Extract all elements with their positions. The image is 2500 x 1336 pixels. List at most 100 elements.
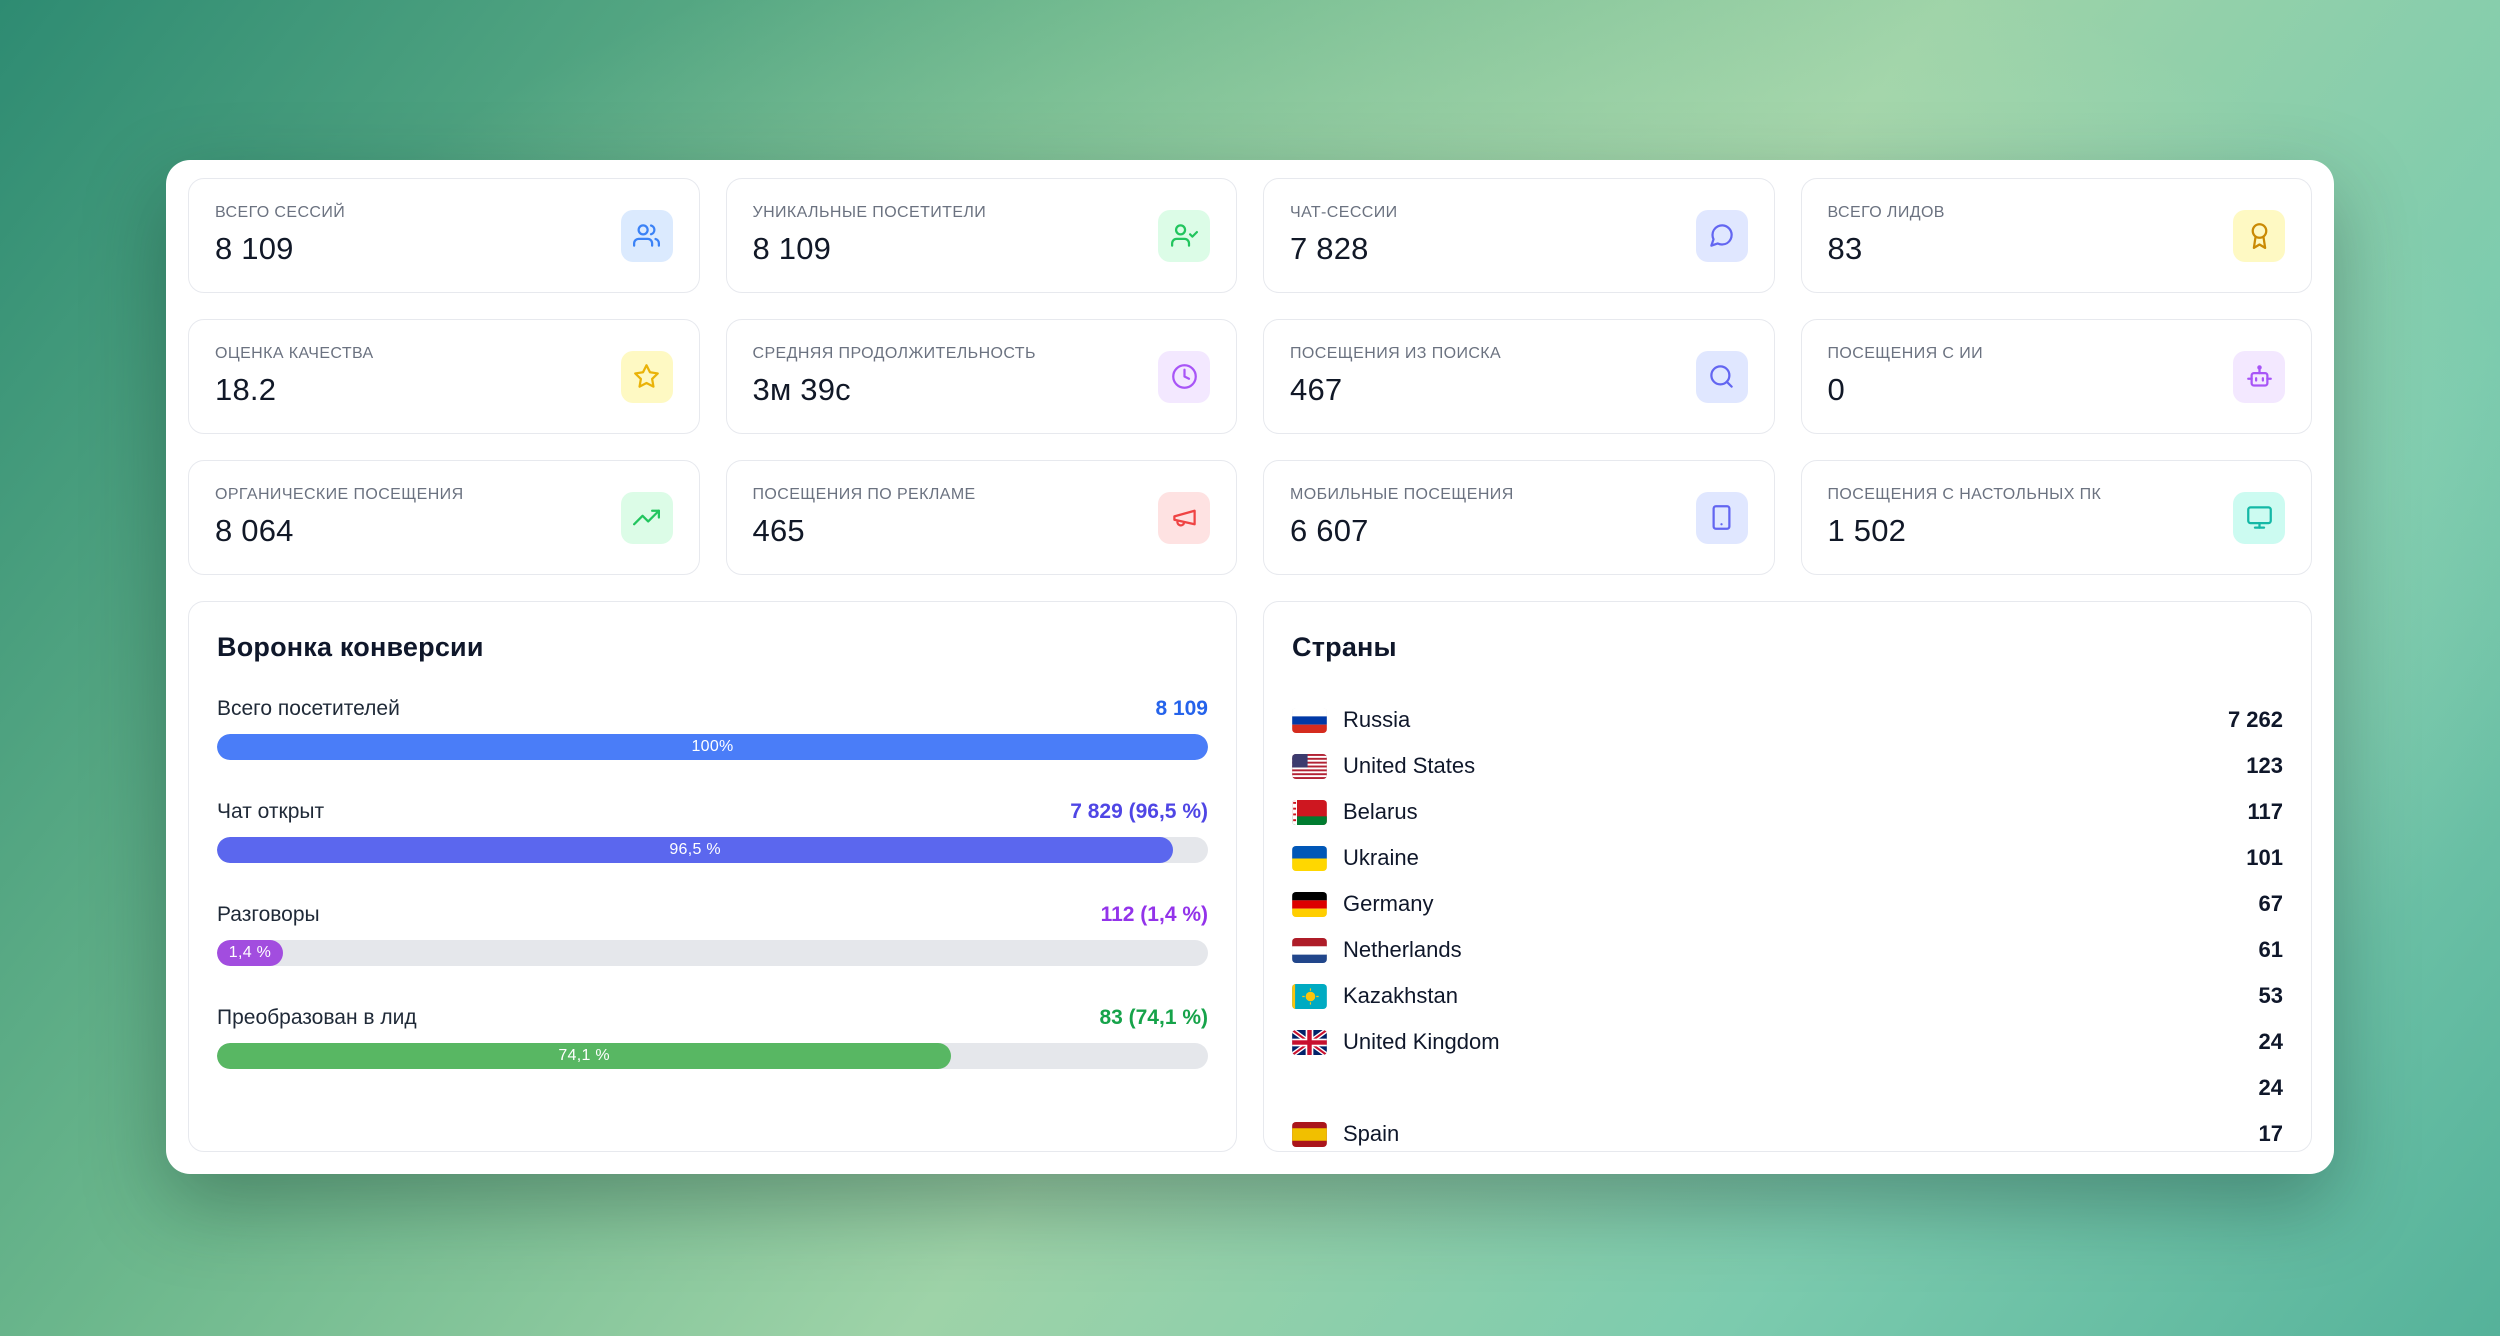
funnel-label: Преобразован в лид <box>217 1006 417 1029</box>
robot-icon <box>2233 350 2285 403</box>
funnel-label: Чат открыт <box>217 800 325 823</box>
stat-card-ad-visits: ПОСЕЩЕНИЯ ПО РЕКЛАМЕ 465 <box>725 460 1237 575</box>
russia-flag <box>1292 707 1327 733</box>
stat-card-quality-score: ОЦЕНКА КАЧЕСТВА 18.2 <box>188 319 700 434</box>
funnel-label: Разговоры <box>217 903 320 926</box>
stat-label: СРЕДНЯЯ ПРОДОЛЖИТЕЛЬНОСТЬ <box>752 345 1036 362</box>
stat-label: ЧАТ-СЕССИИ <box>1290 204 1398 221</box>
stat-label: ПОСЕЩЕНИЯ С НАСТОЛЬНЫХ ПК <box>1827 486 2102 503</box>
country-row: Russia 7 262 <box>1292 697 2283 743</box>
stat-card-unique-visitors: УНИКАЛЬНЫЕ ПОСЕТИТЕЛИ 8 109 <box>725 178 1237 293</box>
us-flag <box>1292 753 1327 779</box>
stat-value: 1 502 <box>1827 513 1907 548</box>
country-name: United States <box>1343 753 1476 778</box>
belarus-flag <box>1292 799 1327 825</box>
funnel-bar-track: 74,1 % <box>217 1043 1208 1069</box>
country-row: Spain 17 <box>1292 1111 2283 1157</box>
uk-flag <box>1292 1029 1327 1055</box>
bottom-section: Воронка конверсии Всего посетителей 8 10… <box>188 601 2312 1152</box>
country-value: 53 <box>2258 983 2283 1008</box>
countries-list: Russia 7 262 United States 123 Belarus 1… <box>1292 697 2283 1157</box>
stat-card-total-leads: ВСЕГО ЛИДОВ 83 <box>1800 178 2312 293</box>
stat-label: УНИКАЛЬНЫЕ ПОСЕТИТЕЛИ <box>752 204 987 221</box>
country-value: 67 <box>2258 891 2283 916</box>
country-value: 101 <box>2246 845 2283 870</box>
country-row: Germany 67 <box>1292 881 2283 927</box>
funnel-row-chat-opened: Чат открыт 7 829 (96,5 %) 96,5 % <box>217 800 1208 863</box>
smartphone-icon <box>1695 491 1748 544</box>
countries-title: Страны <box>1292 632 1397 662</box>
monitor-icon <box>2233 491 2285 544</box>
kazakhstan-flag <box>1292 983 1327 1009</box>
stat-value: 6 607 <box>1290 513 1369 548</box>
stat-value: 18.2 <box>215 372 277 407</box>
ukraine-flag <box>1292 845 1327 871</box>
funnel-value: 7 829 (96,5 %) <box>1070 800 1208 823</box>
funnel-label: Всего посетителей <box>217 697 400 720</box>
country-name: Netherlands <box>1343 937 1462 962</box>
country-row: 24 <box>1292 1065 2283 1111</box>
funnel-value: 83 (74,1 %) <box>1099 1006 1208 1029</box>
country-row: Ukraine 101 <box>1292 835 2283 881</box>
country-row: United Kingdom 24 <box>1292 1019 2283 1065</box>
stat-label: ОРГАНИЧЕСКИЕ ПОСЕЩЕНИЯ <box>215 486 464 503</box>
stat-card-mobile-visits: МОБИЛЬНЫЕ ПОСЕЩЕНИЯ 6 607 <box>1263 460 1775 575</box>
country-row: Belarus 117 <box>1292 789 2283 835</box>
funnel-value: 112 (1,4 %) <box>1100 903 1208 926</box>
user-check-icon <box>1158 209 1210 262</box>
dashboard-panel: ВСЕГО СЕССИЙ 8 109 УНИКАЛЬНЫЕ ПОСЕТИТЕЛИ… <box>166 160 2334 1174</box>
funnel-row-converted-to-lead: Преобразован в лид 83 (74,1 %) 74,1 % <box>217 1006 1208 1069</box>
country-value: 24 <box>2258 1075 2283 1100</box>
funnel-bar-track: 96,5 % <box>217 837 1208 863</box>
country-value: 123 <box>2246 753 2283 778</box>
country-value: 17 <box>2258 1121 2283 1146</box>
stat-value: 8 064 <box>215 513 294 548</box>
stat-card-avg-duration: СРЕДНЯЯ ПРОДОЛЖИТЕЛЬНОСТЬ 3м 39с <box>725 319 1237 434</box>
stat-label: ВСЕГО СЕССИЙ <box>215 204 346 221</box>
stat-card-search-visits: ПОСЕЩЕНИЯ ИЗ ПОИСКА 467 <box>1263 319 1775 434</box>
funnel-bar-track: 1,4 % <box>217 940 1208 966</box>
funnel-row-conversations: Разговоры 112 (1,4 %) 1,4 % <box>217 903 1208 966</box>
award-icon <box>2233 209 2285 262</box>
funnel-bar-fill: 1,4 % <box>217 940 283 966</box>
stats-grid: ВСЕГО СЕССИЙ 8 109 УНИКАЛЬНЫЕ ПОСЕТИТЕЛИ… <box>188 178 2312 575</box>
stat-value: 83 <box>1827 231 1863 266</box>
stat-value: 8 109 <box>752 231 832 266</box>
stat-label: МОБИЛЬНЫЕ ПОСЕЩЕНИЯ <box>1290 486 1514 503</box>
funnel-bar-fill: 96,5 % <box>217 837 1174 863</box>
country-name: Belarus <box>1343 799 1418 824</box>
funnel-bar-fill: 74,1 % <box>217 1043 952 1069</box>
country-name: Ukraine <box>1343 845 1419 870</box>
stat-card-desktop-visits: ПОСЕЩЕНИЯ С НАСТОЛЬНЫХ ПК 1 502 <box>1800 460 2312 575</box>
clock-icon <box>1158 350 1210 403</box>
country-value: 117 <box>2247 799 2284 824</box>
stat-card-organic-visits: ОРГАНИЧЕСКИЕ ПОСЕЩЕНИЯ 8 064 <box>188 460 700 575</box>
stat-value: 0 <box>1827 372 1845 407</box>
stat-card-chat-sessions: ЧАТ-СЕССИИ 7 828 <box>1263 178 1775 293</box>
country-value: 7 262 <box>2227 707 2283 732</box>
country-name: Germany <box>1343 891 1434 916</box>
country-row: Netherlands 61 <box>1292 927 2283 973</box>
funnel-title: Воронка конверсии <box>217 632 484 662</box>
netherlands-flag <box>1292 937 1327 963</box>
stat-value: 7 828 <box>1290 231 1369 266</box>
stat-value: 465 <box>752 513 805 548</box>
stat-value: 8 109 <box>215 231 294 266</box>
trending-up-icon <box>620 491 673 544</box>
country-name: United Kingdom <box>1343 1029 1500 1054</box>
stat-label: ОЦЕНКА КАЧЕСТВА <box>215 345 374 362</box>
stat-label: ПОСЕЩЕНИЯ ПО РЕКЛАМЕ <box>752 486 976 503</box>
chat-bubble-icon <box>1695 209 1748 262</box>
stat-label: ПОСЕЩЕНИЯ С ИИ <box>1827 345 1983 362</box>
funnel-bar-track: 100% <box>217 734 1208 760</box>
country-row: United States 123 <box>1292 743 2283 789</box>
countries-card: Страны Russia 7 262 United States 123 Be… <box>1263 601 2312 1152</box>
stat-label: ВСЕГО ЛИДОВ <box>1827 204 1945 221</box>
funnel-row-total-visitors: Всего посетителей 8 109 100% <box>217 697 1208 760</box>
country-value: 24 <box>2258 1029 2283 1054</box>
users-icon <box>620 209 673 262</box>
star-icon <box>620 350 673 403</box>
funnel-bar-fill: 100% <box>217 734 1208 760</box>
megaphone-icon <box>1158 491 1210 544</box>
country-value: 61 <box>2258 937 2283 962</box>
